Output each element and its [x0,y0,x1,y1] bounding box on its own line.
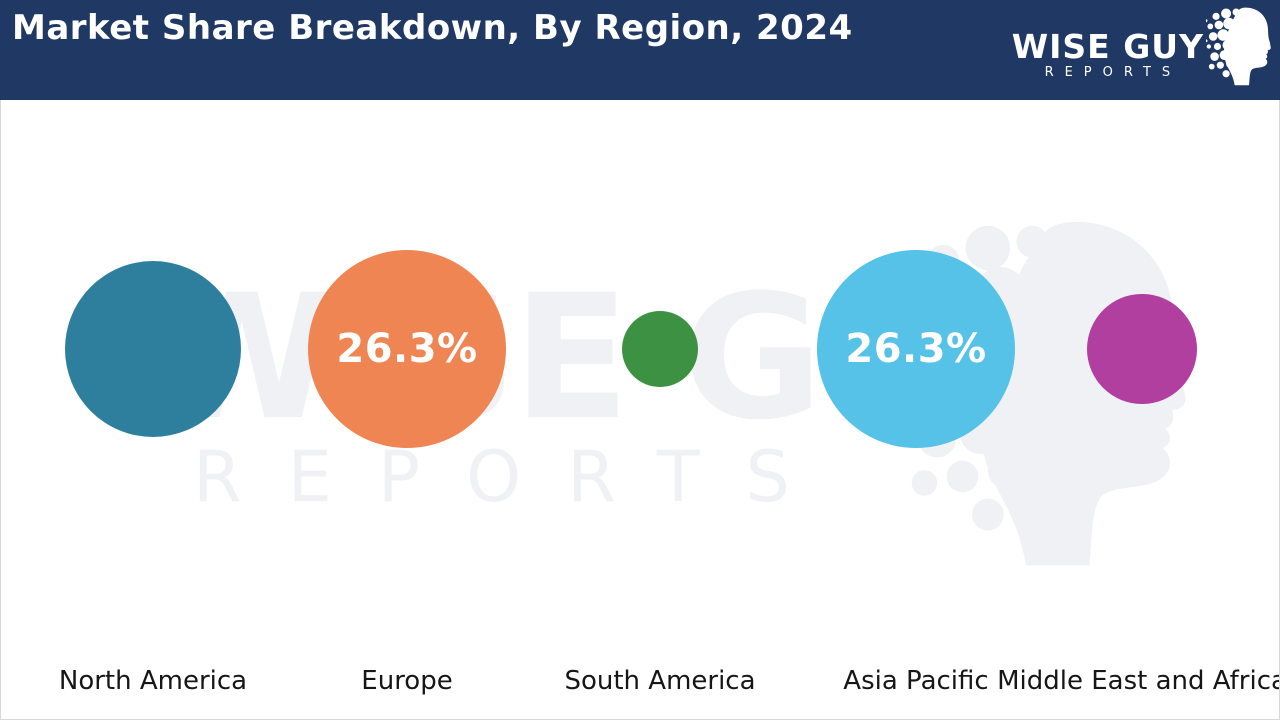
brand-name: WISE GUY [1011,27,1204,66]
x-label-north-america: North America [58,666,248,696]
bubble-middle-east-and-africa [1087,294,1197,404]
bubble-south-america [622,311,698,387]
brand-subtitle: REPORTS [1044,65,1182,80]
bubble-europe: 26.3% [308,250,506,448]
bubble-value-label: 26.3% [336,326,478,372]
x-label-asia-pacific: Asia Pacific [843,666,989,696]
header-bar: Market Share Breakdown, By Region, 2024 … [0,0,1280,100]
watermark-brand-subtitle: REPORTS [193,436,836,518]
brand-logo: WISE GUY REPORTS [1012,6,1272,87]
page-title: Market Share Breakdown, By Region, 2024 [12,8,853,48]
bubble-value-label: 26.3% [845,326,987,372]
x-label-middle-east-and-africa: Middle East and Africa [997,666,1280,696]
wiseguy-head-icon [1206,7,1271,86]
chart-area: WISE GUY REPORTS North America 26.3% Europ… [0,100,1280,720]
bubble-north-america [65,261,241,437]
x-label-europe: Europe [361,666,453,696]
x-label-south-america: South America [564,666,756,696]
bubble-asia-pacific: 26.3% [817,250,1015,448]
brand-logo-text: WISE GUY REPORTS [1012,30,1204,79]
